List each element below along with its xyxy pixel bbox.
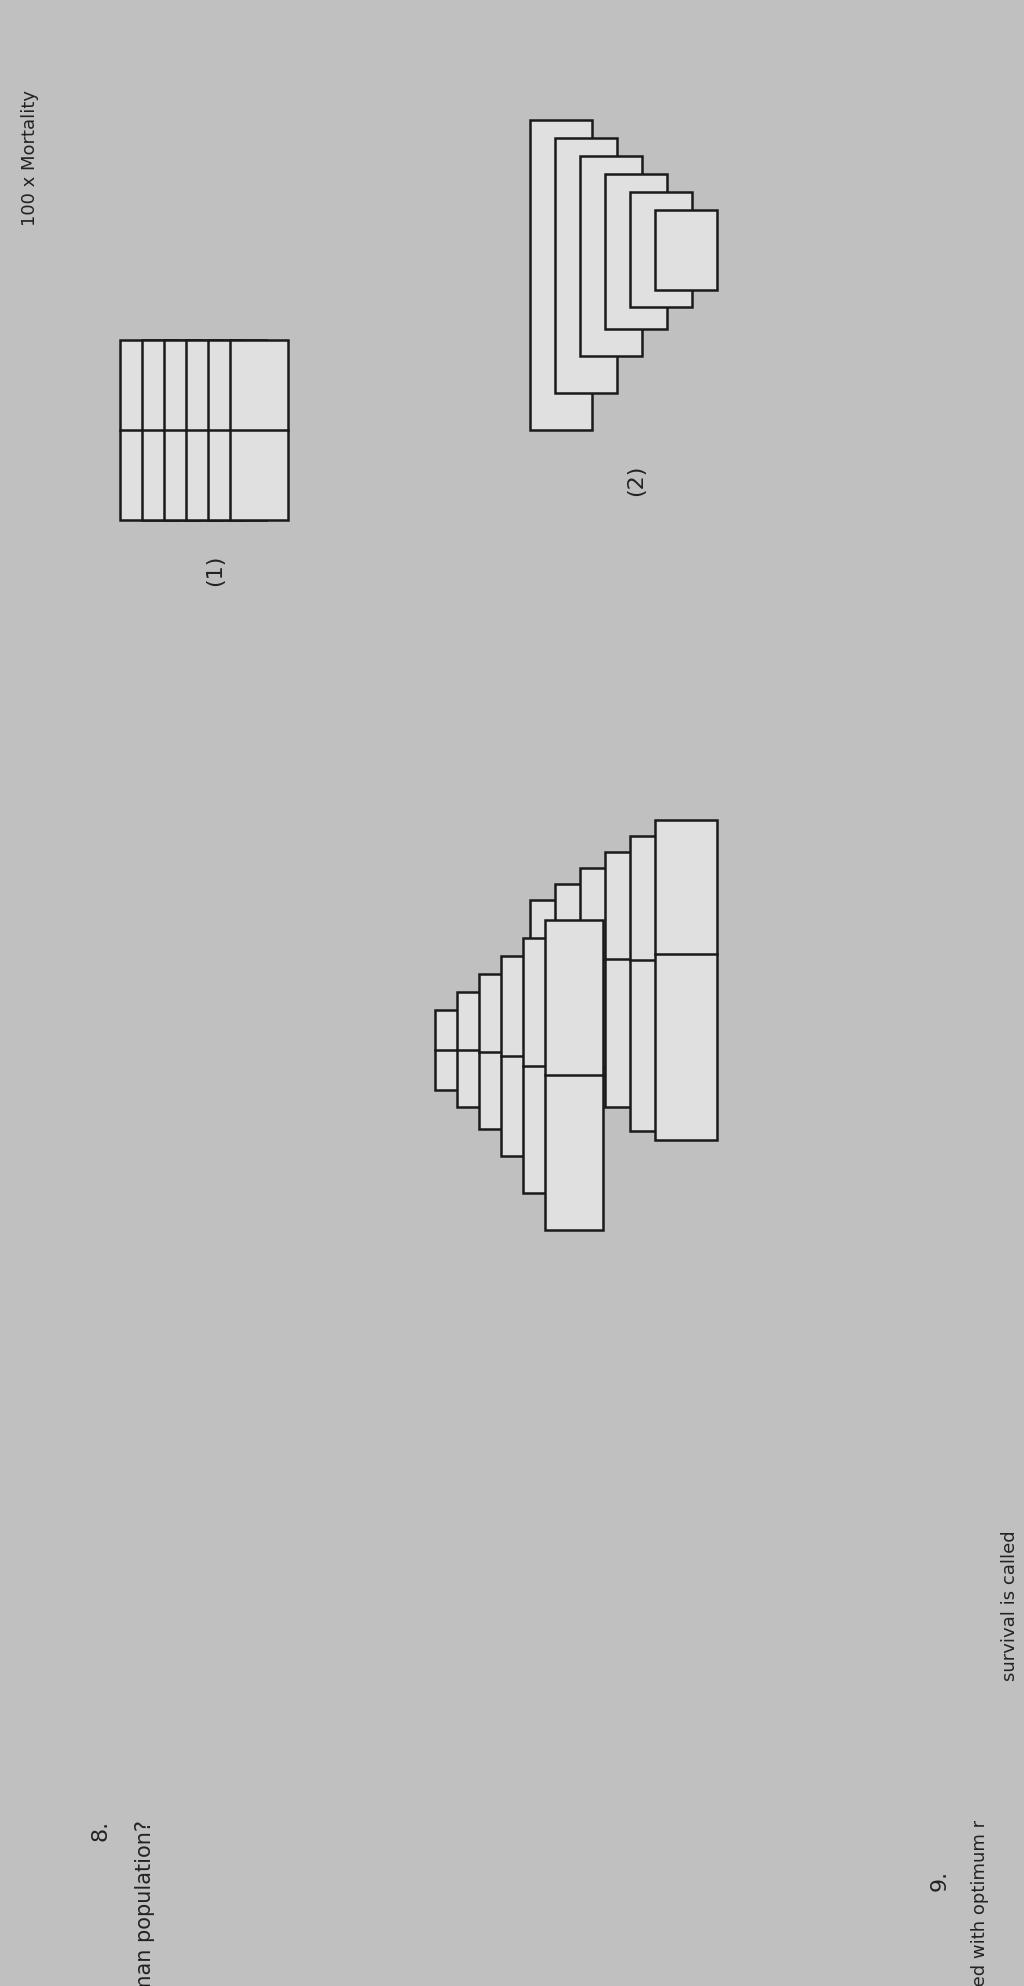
Bar [555, 137, 617, 393]
Bar [605, 852, 667, 1106]
Text: 9.: 9. [930, 1871, 950, 1891]
Bar [186, 340, 244, 520]
Bar [580, 157, 642, 355]
Text: Which of the given age pyramid reflects a stable human population?: Which of the given age pyramid reflects … [135, 1819, 155, 1986]
Bar [555, 884, 617, 1039]
Bar [580, 868, 642, 1068]
Bar [605, 175, 667, 330]
Bar [142, 340, 200, 520]
Bar [655, 820, 717, 1140]
Text: 8.: 8. [90, 1819, 110, 1841]
Text: (1): (1) [205, 554, 225, 586]
Text: (2): (2) [626, 465, 646, 496]
Bar [630, 836, 692, 1130]
Bar [457, 991, 515, 1106]
Bar [120, 340, 178, 520]
Bar [530, 900, 592, 1015]
Bar [208, 340, 266, 520]
Bar [655, 211, 717, 290]
Bar [501, 955, 559, 1156]
Bar [630, 193, 692, 308]
Bar [523, 937, 581, 1194]
Bar [545, 920, 603, 1229]
Bar [530, 119, 592, 431]
Bar [230, 340, 288, 520]
Bar [164, 340, 222, 520]
Bar [435, 1011, 493, 1090]
Bar [479, 973, 537, 1128]
Text: The maximum number of individuals of a population which can be supported with op: The maximum number of individuals of a p… [971, 1819, 989, 1986]
Text: (3): (3) [520, 1124, 540, 1156]
Text: (4): (4) [626, 1051, 646, 1080]
Text: survival is called: survival is called [1001, 1529, 1019, 1680]
Text: 100 x Mortality: 100 x Mortality [22, 89, 39, 226]
